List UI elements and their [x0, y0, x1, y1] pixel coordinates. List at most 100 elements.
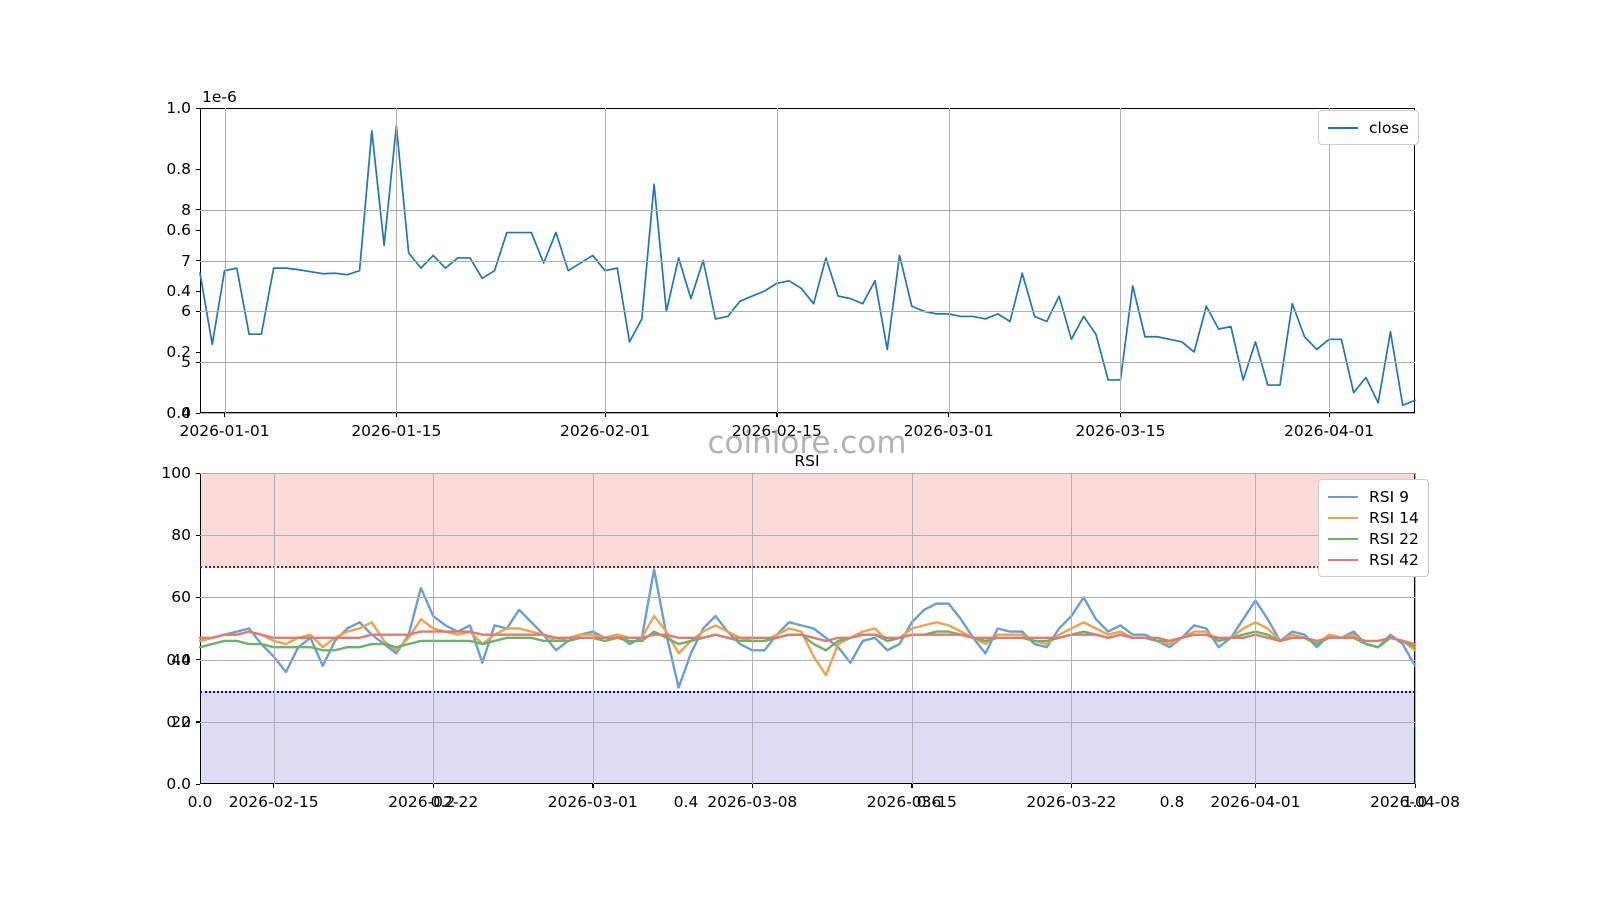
rsi-x-tick-label: 2026-02-22: [388, 793, 479, 811]
axis-tickmark: [196, 107, 200, 109]
rsi-x-tick-label: 2026-04-08: [1369, 793, 1461, 811]
axis-tickmark: [948, 413, 950, 417]
price-x-tick-label: 2026-03-01: [903, 422, 994, 440]
axis-tickmark: [196, 310, 200, 313]
axis-tickmark: [196, 260, 200, 262]
axis-tickmark: [196, 596, 200, 599]
gridline-horizontal: [200, 260, 1415, 262]
oversold-band: [200, 690, 1415, 784]
axis-tickmark: [1070, 784, 1073, 788]
gridline-vertical: [273, 473, 275, 784]
axis-tickmark: [196, 721, 200, 723]
oversold-threshold-line: [200, 690, 1415, 693]
rsi-x-tick-label: 2026-02-15: [228, 793, 319, 811]
rsi-y-tick-label: 20: [171, 712, 191, 731]
price-series-close: [199, 124, 1416, 407]
axis-tickmark: [196, 361, 200, 363]
price-y-tick-label-secondary: 1.0: [166, 99, 191, 117]
gridline-vertical: [752, 473, 754, 784]
legend-swatch-icon: [1328, 516, 1358, 519]
rsi-x-tick-label: 2026-04-01: [1210, 793, 1301, 811]
rsi-x-tick-label: 2026-03-08: [707, 793, 798, 811]
axis-tickmark: [432, 784, 434, 788]
axis-tickmark: [196, 472, 200, 474]
rsi-x-tick-label-secondary: 0.6: [916, 793, 942, 811]
rsi-y-tick-label: 40: [171, 650, 191, 669]
price-x-tick-label: 2026-01-15: [351, 422, 442, 440]
legend-item[interactable]: RSI 42: [1328, 549, 1419, 570]
axis-tickmark: [395, 413, 398, 417]
gridline-vertical: [592, 473, 594, 784]
gridline-horizontal: [200, 597, 1415, 599]
price-legend[interactable]: close: [1318, 110, 1419, 145]
price-y-tick-label: 4: [181, 404, 191, 422]
price-y-tick-label-secondary: 0.6: [166, 221, 191, 239]
axis-tickmark: [196, 534, 200, 536]
rsi-x-tick-label-secondary: 0.2: [430, 793, 456, 811]
legend-item-label: RSI 9: [1369, 487, 1409, 506]
axis-tickmark: [592, 784, 594, 788]
axis-tickmark: [776, 413, 778, 417]
axis-tickmark: [196, 659, 200, 661]
rsi-x-tick-label-secondary: 0.8: [1159, 793, 1185, 811]
gridline-vertical: [1071, 473, 1073, 784]
rsi-legend[interactable]: RSI 9 RSI 14 RSI 22 RSI 42: [1318, 479, 1429, 577]
rsi-y-tick-label-secondary: 0.0: [166, 775, 191, 793]
gridline-horizontal: [200, 311, 1415, 313]
rsi-y-tick-label: 100: [161, 464, 191, 482]
axis-tickmark: [196, 209, 200, 211]
legend-swatch-icon: [1328, 495, 1358, 498]
rsi-y-tick-label: 80: [171, 526, 191, 545]
price-y-tick-label-secondary: 0.2: [166, 343, 191, 361]
rsi-x-tick-label: 2026-03-22: [1026, 793, 1117, 811]
gridline-horizontal: [200, 413, 1415, 414]
axis-tickmark: [196, 412, 200, 414]
rsi-x-tick-label-secondary: 1.0: [1402, 793, 1428, 811]
price-y-offset-label: 1e-6: [202, 88, 237, 106]
gridline-horizontal: [200, 535, 1415, 537]
rsi-x-tick-label: 2026-03-15: [866, 793, 957, 811]
price-x-tick-label: 2026-02-01: [559, 422, 651, 440]
gridline-vertical: [911, 473, 913, 784]
axis-tickmark: [196, 229, 200, 231]
price-x-tick-label: 2026-01-01: [179, 422, 270, 440]
overbought-band: [200, 473, 1415, 567]
axis-tickmark: [1414, 784, 1416, 788]
legend-item[interactable]: RSI 9: [1328, 486, 1419, 507]
gridline-vertical: [1415, 473, 1416, 784]
price-x-tick-label: 2026-04-01: [1284, 422, 1375, 440]
legend-item-label: close: [1369, 118, 1409, 137]
gridline-vertical: [433, 473, 435, 784]
price-x-tick-label: 2026-03-15: [1075, 422, 1166, 440]
legend-item-label: RSI 14: [1369, 508, 1419, 527]
legend-item-label: RSI 22: [1369, 529, 1419, 548]
axis-tickmark: [196, 783, 200, 785]
axis-tickmark: [751, 784, 754, 788]
overbought-threshold-line: [200, 566, 1415, 569]
axis-tickmark: [1328, 413, 1330, 417]
legend-swatch-icon: [1328, 126, 1358, 129]
rsi-x-tick-label: 2026-03-01: [547, 793, 638, 811]
price-x-tick-label: 2026-02-15: [731, 422, 822, 440]
legend-item[interactable]: close: [1328, 117, 1409, 138]
legend-item[interactable]: RSI 22: [1328, 528, 1419, 549]
legend-item[interactable]: RSI 14: [1328, 507, 1419, 528]
legend-swatch-icon: [1328, 537, 1358, 540]
rsi-y-tick-label: 60: [171, 588, 191, 607]
price-y-tick-label: 7: [181, 251, 191, 270]
axis-tickmark: [224, 413, 226, 417]
rsi-y-tick-label-secondary: 0.2: [166, 712, 191, 731]
axis-tickmark: [273, 784, 275, 788]
gridline-horizontal: [200, 473, 1415, 474]
price-chart-panel: [199, 108, 1416, 414]
watermark: coinlore.com: [707, 425, 907, 461]
gridline-horizontal: [200, 659, 1415, 661]
price-y-tick-label: 6: [181, 302, 191, 321]
axis-tickmark: [604, 413, 606, 417]
legend-swatch-icon: [1328, 558, 1358, 561]
gridline-horizontal: [200, 362, 1415, 364]
price-y-tick-label: 8: [181, 200, 191, 219]
axis-tickmark: [1119, 413, 1122, 417]
price-y-tick-label: 5: [181, 353, 191, 372]
